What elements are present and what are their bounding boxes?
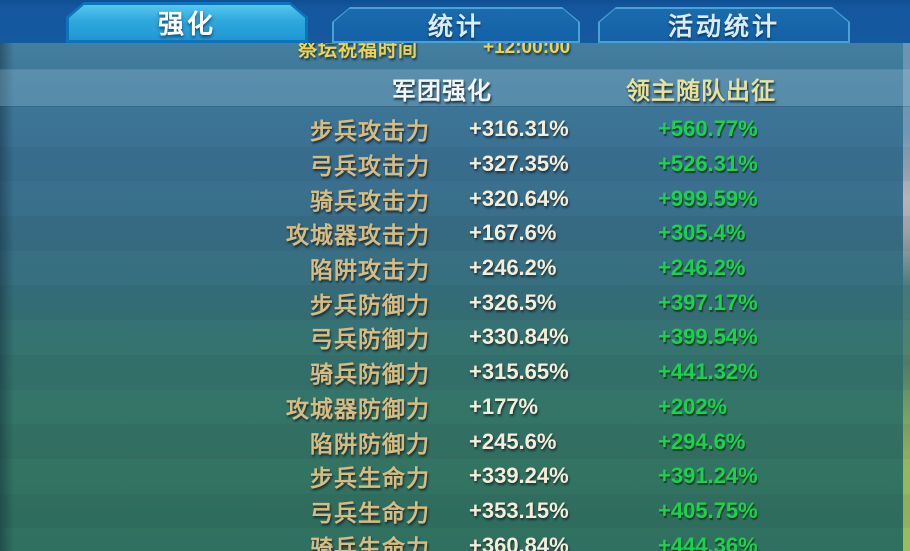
stat-label: 步兵防御力 — [310, 291, 430, 318]
stat-row: 陷阱攻击力 +246.2% +246.2% — [0, 251, 910, 286]
tab-bar: 强化 统计 活动统计 — [0, 0, 910, 43]
stat-label: 攻城器攻击力 — [286, 222, 430, 249]
stat-row: 陷阱防御力 +245.6% +294.6% — [0, 424, 910, 459]
stat-lord-value: +391.24% — [658, 463, 758, 489]
tab-event-statistics-label: 活动统计 — [667, 13, 780, 41]
stat-row: 弓兵攻击力 +327.35% +526.31% — [0, 146, 910, 182]
stat-row: 弓兵防御力 +330.84% +399.54% — [0, 320, 910, 355]
stat-legion-value: +330.84% — [469, 324, 569, 350]
stat-lord-value: +444.36% — [658, 532, 758, 551]
stat-legion-value: +327.35% — [469, 151, 569, 177]
section-header-band: 军团强化 领主随队出征 — [0, 70, 910, 106]
stat-label: 攻城器防御力 — [286, 395, 430, 422]
stat-lord-value: +405.75% — [658, 497, 758, 523]
tab-statistics-label: 统计 — [427, 13, 484, 41]
stat-row: 弓兵生命力 +353.15% +405.75% — [0, 493, 910, 529]
stat-lord-value: +294.6% — [658, 428, 746, 454]
tab-event-statistics[interactable]: 活动统计 — [598, 7, 850, 43]
stat-legion-value: +245.6% — [469, 428, 557, 454]
stat-label: 骑兵生命力 — [310, 534, 430, 551]
stat-lord-value: +526.31% — [658, 151, 758, 177]
stat-legion-value: +246.2% — [469, 255, 557, 281]
stat-label: 弓兵防御力 — [310, 326, 430, 353]
stat-lord-value: +560.77% — [658, 116, 758, 142]
stat-lord-value: +441.32% — [658, 359, 758, 385]
stat-label: 步兵生命力 — [310, 465, 430, 492]
tab-statistics[interactable]: 统计 — [332, 7, 580, 43]
stat-legion-value: +360.84% — [469, 532, 569, 551]
stat-label: 骑兵攻击力 — [310, 187, 430, 214]
legion-boost-header: 军团强化 — [392, 77, 492, 105]
stat-legion-value: +167.6% — [469, 220, 557, 246]
stat-row: 攻城器攻击力 +167.6% +305.4% — [0, 216, 910, 251]
tab-enhance[interactable]: 强化 — [66, 2, 308, 43]
stat-row: 骑兵生命力 +360.84% +444.36% — [0, 528, 910, 551]
stat-legion-value: +316.31% — [469, 116, 569, 142]
stat-label: 步兵攻击力 — [310, 118, 430, 145]
stat-legion-value: +339.24% — [469, 463, 569, 489]
stat-row: 步兵防御力 +326.5% +397.17% — [0, 285, 910, 321]
stat-lord-value: +305.4% — [658, 220, 746, 246]
stat-label: 骑兵防御力 — [310, 361, 430, 388]
stat-row: 步兵生命力 +339.24% +391.24% — [0, 459, 910, 494]
lord-march-header: 领主随队出征 — [626, 77, 776, 105]
stat-row: 步兵攻击力 +316.31% +560.77% — [0, 112, 910, 147]
stat-row: 骑兵攻击力 +320.64% +999.59% — [0, 181, 910, 216]
stat-label: 陷阱攻击力 — [310, 257, 430, 284]
stat-legion-value: +320.64% — [469, 185, 569, 211]
stat-lord-value: +999.59% — [658, 185, 758, 211]
stat-legion-value: +315.65% — [469, 359, 569, 385]
altar-blessing-label: 祭坛祝福时间 — [297, 39, 418, 61]
stat-legion-value: +353.15% — [469, 497, 569, 523]
stat-lord-value: +397.17% — [658, 289, 758, 315]
tab-enhance-label: 强化 — [157, 9, 216, 39]
stat-lord-value: +246.2% — [658, 255, 746, 281]
stat-lord-value: +399.54% — [658, 324, 758, 350]
stat-label: 弓兵生命力 — [310, 499, 430, 526]
stat-legion-value: +326.5% — [469, 289, 557, 315]
stat-row: 攻城器防御力 +177% +202% — [0, 390, 910, 425]
stat-label: 弓兵攻击力 — [310, 153, 430, 180]
stat-lord-value: +202% — [658, 393, 728, 419]
stats-list[interactable]: 步兵攻击力 +316.31% +560.77% 弓兵攻击力 +327.35% +… — [0, 112, 910, 551]
stat-legion-value: +177% — [469, 393, 539, 419]
stat-row: 骑兵防御力 +315.65% +441.32% — [0, 354, 910, 390]
stat-label: 陷阱防御力 — [310, 430, 430, 457]
